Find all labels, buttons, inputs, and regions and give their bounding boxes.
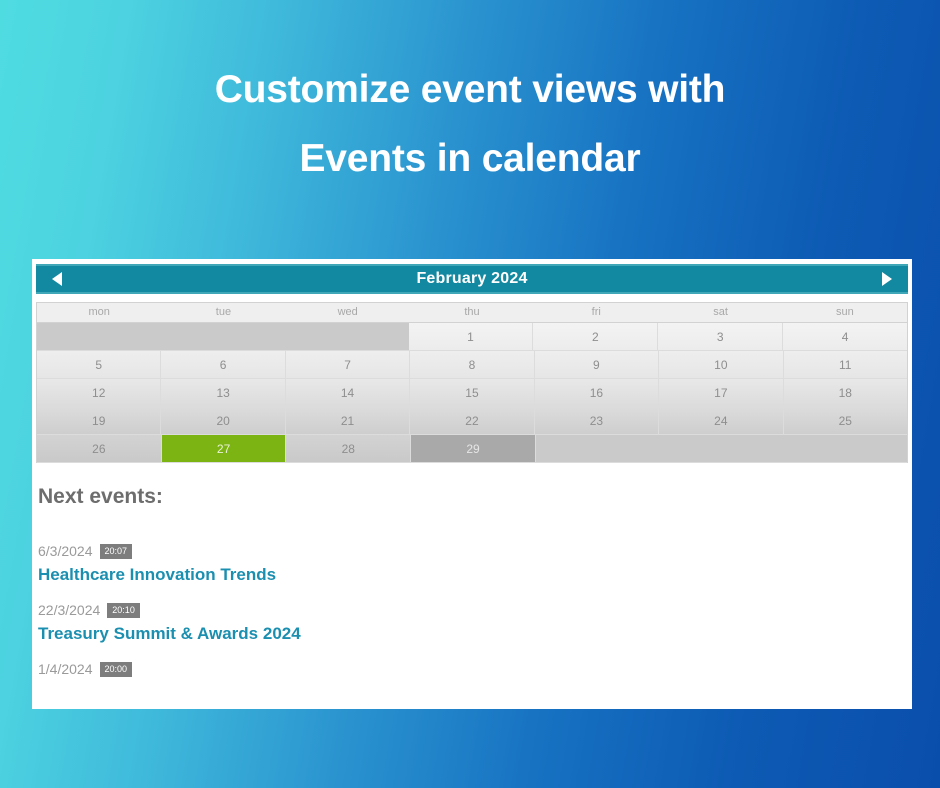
- day-cell[interactable]: 24: [659, 407, 784, 435]
- day-cell[interactable]: 6: [161, 351, 286, 379]
- day-cell[interactable]: 9: [534, 351, 660, 379]
- triangle-right-icon: [882, 272, 892, 286]
- day-cell[interactable]: 15: [410, 379, 535, 407]
- page-title-line-1: Customize event views with: [214, 68, 726, 111]
- next-month-button[interactable]: [870, 266, 904, 292]
- event-date: 1/4/2024: [38, 661, 93, 677]
- weekday-label: mon: [37, 303, 162, 322]
- event-time-badge: 20:00: [99, 661, 133, 677]
- calendar-widget: February 2024 mon tue wed thu fri sat su…: [32, 259, 912, 709]
- event-title-link[interactable]: Healthcare Innovation Trends: [38, 565, 277, 584]
- day-cell-today[interactable]: 29: [411, 435, 536, 463]
- event-time-badge: 20:10: [107, 602, 140, 618]
- day-cell[interactable]: 2: [533, 323, 659, 351]
- calendar-month-title: February 2024: [416, 270, 528, 287]
- calendar-week-row: 19 20 21 22 23 24 25: [37, 407, 907, 435]
- day-cell-selected[interactable]: 27: [161, 435, 287, 463]
- weekday-label: tue: [161, 303, 286, 322]
- day-cell[interactable]: 14: [285, 379, 411, 407]
- day-cell[interactable]: 22: [410, 407, 535, 435]
- calendar-week-row: 12 13 14 15 16 17 18: [37, 379, 907, 407]
- event-date: 22/3/2024: [38, 602, 101, 618]
- day-cell[interactable]: 25: [783, 407, 907, 435]
- day-cell[interactable]: 12: [37, 379, 162, 407]
- next-events-section: Next events: 6/3/2024 20:07 Healthcare I…: [32, 463, 912, 677]
- calendar-week-row: 5 6 7 8 9 10 11: [37, 351, 907, 379]
- event-date: 6/3/2024: [38, 543, 93, 559]
- empty-day-block: [37, 323, 409, 351]
- page-title-line-2: Events in calendar: [299, 137, 641, 180]
- calendar-week-row: 26 27 28 29: [37, 435, 908, 463]
- day-cell[interactable]: 23: [534, 407, 660, 435]
- day-cell[interactable]: 11: [783, 351, 907, 379]
- day-cell[interactable]: 28: [286, 435, 412, 463]
- day-cell[interactable]: 8: [410, 351, 535, 379]
- day-cell[interactable]: 17: [659, 379, 784, 407]
- triangle-left-icon: [52, 272, 62, 286]
- event-meta-row: 22/3/2024 20:10: [38, 602, 912, 618]
- event-meta-row: 1/4/2024 20:00: [38, 661, 912, 677]
- weekday-label: thu: [409, 303, 535, 322]
- empty-day-block: [535, 435, 908, 463]
- day-cell[interactable]: 20: [161, 407, 286, 435]
- page-title: Customize event views with Events in cal…: [0, 55, 940, 193]
- event-time-badge: 20:07: [99, 543, 133, 559]
- day-cell[interactable]: 5: [37, 351, 162, 379]
- weekday-label: sat: [658, 303, 783, 322]
- event-meta-row: 6/3/2024 20:07: [38, 543, 912, 559]
- day-cell[interactable]: 7: [285, 351, 411, 379]
- day-cell[interactable]: 21: [285, 407, 411, 435]
- calendar-grid: mon tue wed thu fri sat sun 1 2 3 4 5 6 …: [36, 302, 908, 463]
- previous-month-button[interactable]: [40, 266, 74, 292]
- day-cell[interactable]: 26: [37, 435, 162, 463]
- weekday-label: fri: [534, 303, 659, 322]
- day-cell[interactable]: 10: [659, 351, 784, 379]
- day-cell[interactable]: 1: [408, 323, 534, 351]
- day-cell[interactable]: 3: [658, 323, 784, 351]
- weekday-label: wed: [285, 303, 410, 322]
- weekday-label: sun: [782, 303, 907, 322]
- calendar-header: February 2024: [36, 264, 908, 294]
- day-cell[interactable]: 19: [37, 407, 162, 435]
- next-events-heading: Next events:: [38, 485, 163, 508]
- event-title-link[interactable]: Treasury Summit & Awards 2024: [38, 624, 301, 643]
- weekday-header-row: mon tue wed thu fri sat sun: [37, 303, 907, 323]
- day-cell[interactable]: 4: [783, 323, 908, 351]
- day-cell[interactable]: 18: [783, 379, 907, 407]
- day-cell[interactable]: 16: [534, 379, 660, 407]
- calendar-week-row: 1 2 3 4: [37, 323, 908, 351]
- day-cell[interactable]: 13: [161, 379, 286, 407]
